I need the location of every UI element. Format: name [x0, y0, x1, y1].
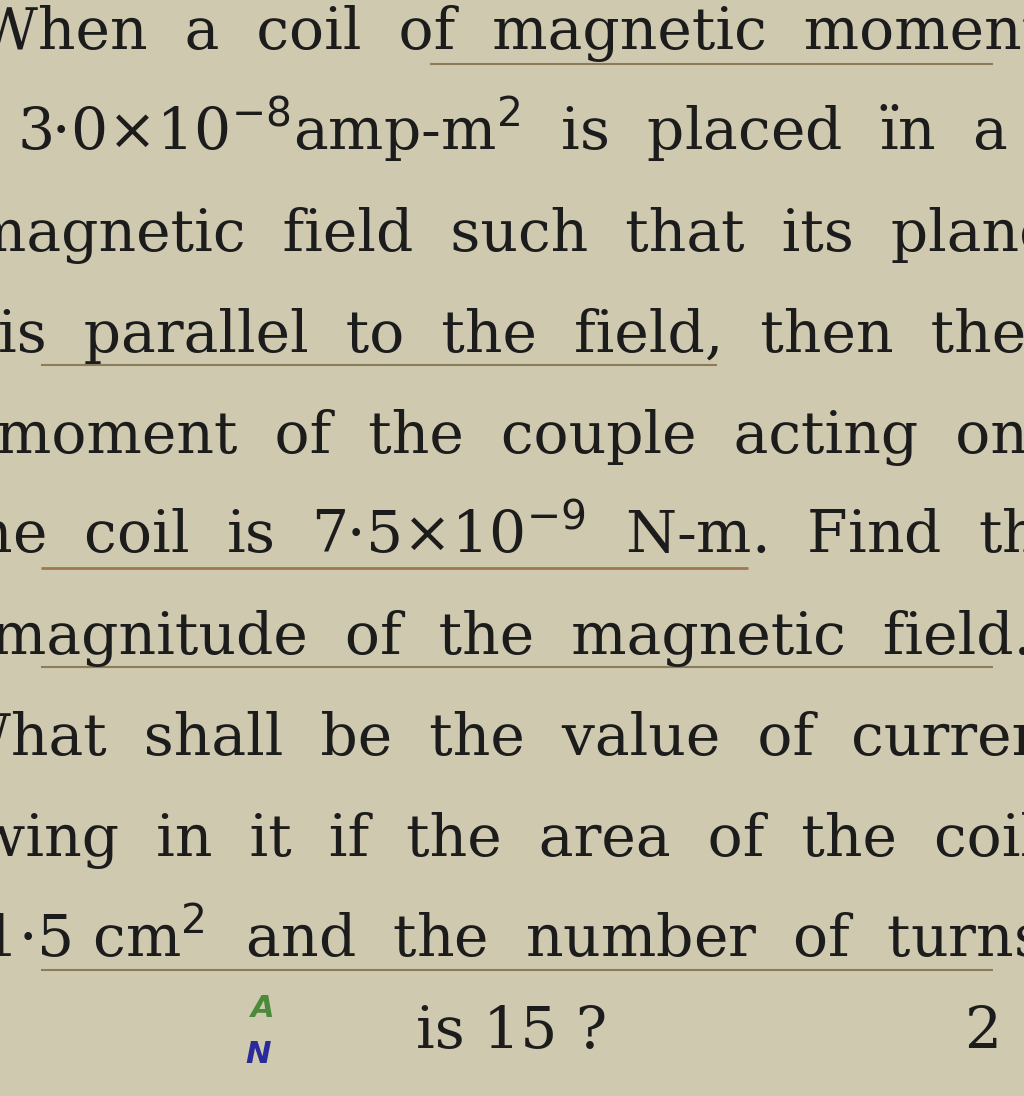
Text: magnitude  of  the  magnetic  field.: magnitude of the magnetic field.: [0, 610, 1024, 667]
Text: magnetic  field  such  that  its  plane: magnetic field such that its plane: [0, 207, 1024, 264]
Text: 3·0×10$^{-8}$amp-m$^{2}$  is  placed  ïn  a: 3·0×10$^{-8}$amp-m$^{2}$ is placed ïn a: [16, 95, 1008, 164]
Text: What  shall  be  the  value  of  current: What shall be the value of current: [0, 711, 1024, 767]
Text: 2: 2: [965, 1004, 1001, 1060]
Text: N: N: [246, 1040, 271, 1069]
Text: is 15 ?: is 15 ?: [417, 1004, 607, 1060]
Text: the  coil  is  7·5×10$^{-9}$  N-m.  Find  the: the coil is 7·5×10$^{-9}$ N-m. Find the: [0, 507, 1024, 566]
Text: flowing  in  it  if  the  area  of  the  coil  is: flowing in it if the area of the coil is: [0, 812, 1024, 869]
Text: is  parallel  to  the  field,  then  the: is parallel to the field, then the: [0, 308, 1024, 364]
Text: A: A: [251, 994, 274, 1023]
Text: When  a  coil  of  magnetic  moment: When a coil of magnetic moment: [0, 5, 1024, 62]
Text: 1·5 cm$^{2}$  and  the  number  of  turns: 1·5 cm$^{2}$ and the number of turns: [0, 911, 1024, 969]
Text: moment  of  the  couple  acting  on: moment of the couple acting on: [0, 409, 1024, 466]
